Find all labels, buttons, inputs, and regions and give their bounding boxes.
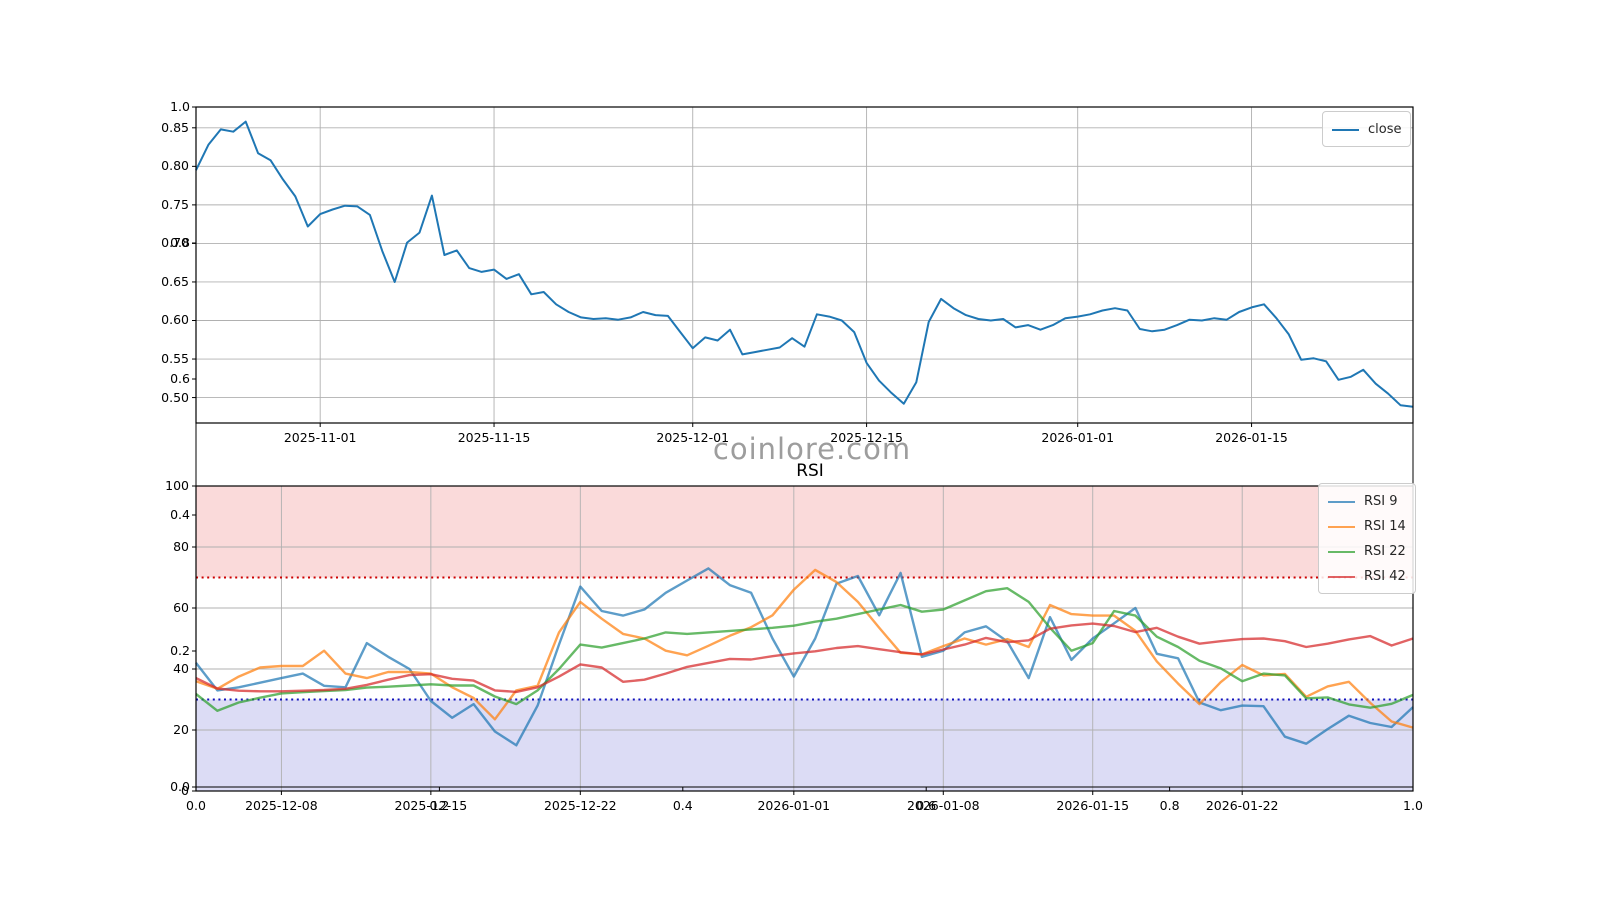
x-tick-label: 2025-12-01 bbox=[656, 430, 730, 445]
x-tick-label: 2026-01-01 bbox=[1041, 430, 1115, 445]
y-tick-label: 0.80 bbox=[161, 158, 189, 174]
x-tick-label: 2025-12-08 bbox=[245, 798, 318, 813]
threshold-lines bbox=[196, 576, 1413, 701]
overlay-x-tick-label: 0.2 bbox=[429, 798, 450, 813]
y-tick-label: 0.50 bbox=[161, 389, 189, 405]
x-tick-label: 2025-11-01 bbox=[283, 430, 357, 445]
axes-spines bbox=[195, 106, 1414, 792]
legend-line-swatch bbox=[1328, 525, 1355, 528]
rsi-bands bbox=[196, 486, 1413, 791]
x-tick-label: 2025-12-22 bbox=[543, 798, 617, 813]
legend-line-swatch bbox=[1328, 500, 1355, 503]
x-tick-label: 2025-11-15 bbox=[457, 430, 531, 445]
legend-line-swatch bbox=[1332, 128, 1359, 131]
overlay-y-tick-label: 0.6 bbox=[170, 371, 190, 386]
overlay-y-tick-label: 0.2 bbox=[170, 643, 190, 658]
x-tick-label: 2026-01-15 bbox=[1056, 798, 1130, 813]
x-tick-label: 2026-01-15 bbox=[1215, 430, 1288, 445]
overlay-y-tick-label: 0.8 bbox=[170, 235, 190, 250]
rsi-legend: RSI 9 RSI 14 RSI 22 RSI 42 bbox=[1318, 483, 1416, 594]
legend-entry: RSI 14 bbox=[1328, 514, 1406, 539]
overlay-x-tick-label: 1.0 bbox=[1403, 798, 1423, 813]
gridlines bbox=[196, 107, 1413, 792]
y-tick-label: 0.75 bbox=[161, 196, 189, 212]
y-tick-label: 100 bbox=[165, 478, 189, 493]
legend-label: close bbox=[1368, 122, 1402, 137]
overlay-y-tick-label: 0.4 bbox=[170, 507, 190, 522]
rsi-panel-title: RSI bbox=[796, 461, 824, 481]
x-tick-label: 2026-01-08 bbox=[906, 798, 980, 813]
y-tick-label: 0 bbox=[181, 783, 189, 798]
legend-line-swatch bbox=[1328, 550, 1355, 553]
data-series-lines bbox=[195, 120, 1414, 747]
y-tick-label: 60 bbox=[173, 600, 189, 615]
legend-label: RSI 9 bbox=[1364, 494, 1398, 509]
y-tick-label: 0.60 bbox=[161, 312, 189, 328]
x-tick-label: 2025-12-15 bbox=[830, 430, 903, 445]
y-tick-label: 20 bbox=[173, 722, 189, 737]
overlay-x-tick-label: 0.4 bbox=[672, 798, 693, 813]
x-tick-label: 2026-01-01 bbox=[757, 798, 831, 813]
legend-label: RSI 22 bbox=[1364, 544, 1406, 559]
legend-entry: RSI 42 bbox=[1328, 564, 1406, 589]
overlay-x-tick-label: 0.0 bbox=[186, 798, 206, 813]
overlay-y-tick-label: 1.0 bbox=[170, 99, 190, 114]
legend-label: RSI 14 bbox=[1364, 519, 1406, 534]
y-tick-label: 0.85 bbox=[161, 119, 189, 135]
price-legend: close bbox=[1322, 111, 1412, 147]
legend-entry: close bbox=[1332, 117, 1401, 142]
overlay-y-tick-label: 0.0 bbox=[170, 779, 190, 794]
y-tick-label: 40 bbox=[173, 661, 189, 676]
watermark: coinlore.com bbox=[712, 432, 912, 466]
legend-line-swatch bbox=[1328, 575, 1355, 578]
tick-marks bbox=[192, 106, 1414, 795]
y-tick-label: 0.65 bbox=[161, 273, 189, 289]
x-tick-label: 2025-12-15 bbox=[394, 798, 468, 813]
legend-entry: RSI 22 bbox=[1328, 539, 1406, 564]
legend-entry: RSI 9 bbox=[1328, 489, 1406, 514]
legend-label: RSI 42 bbox=[1364, 569, 1406, 584]
x-tick-label: 2026-01-22 bbox=[1205, 798, 1279, 813]
y-tick-label: 0.55 bbox=[161, 351, 189, 367]
y-tick-label: 80 bbox=[173, 539, 189, 554]
overlay-x-tick-label: 0.6 bbox=[916, 798, 937, 813]
overlay-x-tick-label: 0.8 bbox=[1159, 798, 1180, 813]
y-tick-label: 0.70 bbox=[161, 235, 189, 251]
